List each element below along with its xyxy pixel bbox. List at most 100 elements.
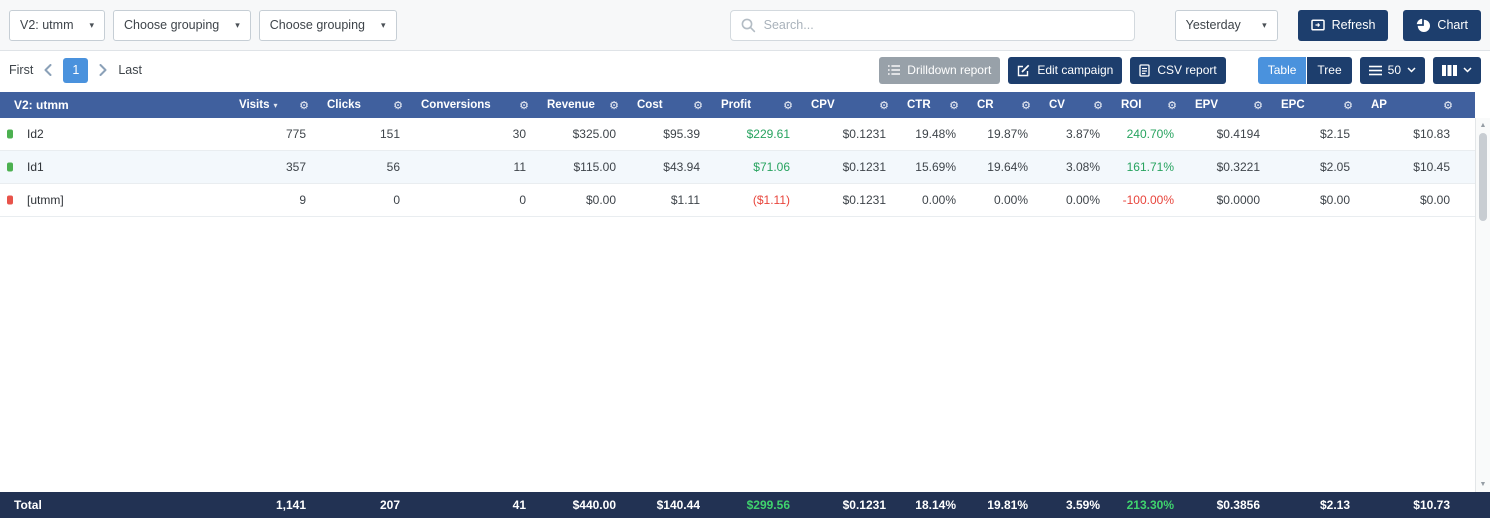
- pagination-first[interactable]: First: [9, 63, 34, 77]
- search-input[interactable]: [763, 18, 1124, 32]
- chart-button[interactable]: Chart: [1403, 9, 1481, 41]
- column-settings-gear-icon[interactable]: ⚙: [1093, 99, 1103, 112]
- cell-ctr: 19.48%: [915, 127, 956, 141]
- cell-epv: $0.0000: [1216, 193, 1260, 207]
- column-settings-gear-icon[interactable]: ⚙: [1343, 99, 1353, 112]
- tree-view-button[interactable]: Tree: [1307, 56, 1352, 84]
- column-header-ctr[interactable]: CTR ⚙: [907, 99, 959, 112]
- scrollbar-thumb[interactable]: [1479, 133, 1487, 221]
- cell-epc: $2.15: [1319, 127, 1350, 141]
- cell-ap: $10.45: [1413, 160, 1450, 174]
- total-clicks: 207: [379, 498, 400, 512]
- total-cost: $140.44: [656, 498, 700, 512]
- column-settings-gear-icon[interactable]: ⚙: [1443, 99, 1453, 112]
- column-settings-gear-icon[interactable]: ⚙: [879, 99, 889, 112]
- cell-conversions: 30: [512, 127, 526, 141]
- column-settings-gear-icon[interactable]: ⚙: [299, 99, 309, 112]
- pagination-last[interactable]: Last: [118, 63, 142, 77]
- total-revenue: $440.00: [572, 498, 616, 512]
- cell-epv: $0.3221: [1216, 160, 1260, 174]
- column-header-profit[interactable]: Profit ⚙: [721, 99, 793, 112]
- chevron-down-icon: [1407, 67, 1416, 73]
- column-settings-gear-icon[interactable]: ⚙: [783, 99, 793, 112]
- vertical-scrollbar[interactable]: ▲ ▼: [1475, 118, 1490, 492]
- csv-report-button[interactable]: CSV report: [1130, 56, 1226, 84]
- grouping-select-2[interactable]: Choose grouping ▾: [258, 9, 397, 41]
- scroll-down-icon[interactable]: ▼: [1479, 481, 1487, 488]
- cell-revenue: $115.00: [573, 160, 617, 174]
- total-cpv: $0.1231: [842, 498, 886, 512]
- refresh-icon: [1310, 19, 1325, 31]
- toolbar: V2: utmm ▾ Choose grouping ▾ Choose grou…: [0, 0, 1490, 51]
- pagination: First 1 Last: [9, 57, 142, 83]
- column-settings-gear-icon[interactable]: ⚙: [1253, 99, 1263, 112]
- cell-cr: 19.87%: [987, 127, 1028, 141]
- report-table: V2: utmm Visits ▾ ⚙ Clicks ⚙ Conversions …: [0, 92, 1490, 518]
- cell-roi: 240.70%: [1126, 127, 1174, 141]
- column-settings-gear-icon[interactable]: ⚙: [1167, 99, 1177, 112]
- column-header-cpv[interactable]: CPV ⚙: [811, 99, 889, 112]
- column-settings-gear-icon[interactable]: ⚙: [609, 99, 619, 112]
- column-settings-button[interactable]: [1433, 56, 1481, 84]
- chevron-down-icon: [1463, 67, 1472, 73]
- column-header-visits[interactable]: Visits ▾ ⚙: [239, 99, 309, 112]
- search-icon: [741, 18, 755, 32]
- edit-campaign-label: Edit campaign: [1037, 63, 1114, 77]
- column-header-revenue[interactable]: Revenue ⚙: [547, 99, 619, 112]
- chevron-right-icon[interactable]: [99, 64, 107, 76]
- chevron-down-icon: ▾: [235, 19, 240, 30]
- grouping-select-1-value: Choose grouping: [124, 18, 220, 32]
- row-name-cell[interactable]: [utmm]: [0, 184, 230, 216]
- column-header-cost[interactable]: Cost ⚙: [637, 99, 703, 112]
- row-filler: [1462, 118, 1475, 150]
- cell-visits: 775: [285, 127, 306, 141]
- cell-clicks: 56: [386, 160, 400, 174]
- rows-per-page-button[interactable]: 50: [1359, 56, 1425, 84]
- cell-epv: $0.4194: [1216, 127, 1260, 141]
- column-settings-gear-icon[interactable]: ⚙: [949, 99, 959, 112]
- total-row: Total 1,141 207 41 $440.00 $140.44 $299.…: [0, 492, 1490, 518]
- scroll-up-icon[interactable]: ▲: [1479, 122, 1487, 129]
- column-header-cr[interactable]: CR ⚙: [977, 99, 1031, 112]
- column-header-cv[interactable]: CV ⚙: [1049, 99, 1103, 112]
- edit-campaign-button[interactable]: Edit campaign: [1008, 56, 1123, 84]
- column-header-roi[interactable]: ROI ⚙: [1121, 99, 1177, 112]
- column-header-name[interactable]: V2: utmm: [0, 92, 230, 118]
- table-row[interactable]: Id1 357 56 11 $115.00 $43.94 $71.06 $0.1…: [0, 151, 1475, 184]
- chevron-down-icon: ▾: [381, 19, 386, 30]
- chevron-left-icon[interactable]: [44, 64, 52, 76]
- column-header-epc[interactable]: EPC ⚙: [1281, 99, 1353, 112]
- column-settings-gear-icon[interactable]: ⚙: [1021, 99, 1031, 112]
- total-profit: $299.56: [746, 498, 790, 512]
- row-name-cell[interactable]: Id2: [0, 118, 230, 150]
- total-visits: 1,141: [275, 498, 306, 512]
- date-range-select[interactable]: Yesterday ▾: [1174, 9, 1278, 41]
- table-row[interactable]: Id2 775 151 30 $325.00 $95.39 $229.61 $0…: [0, 118, 1475, 151]
- table-view-button[interactable]: Table: [1257, 56, 1307, 84]
- cell-conversions: 0: [519, 193, 526, 207]
- refresh-button[interactable]: Refresh: [1297, 9, 1389, 41]
- column-settings-gear-icon[interactable]: ⚙: [693, 99, 703, 112]
- column-settings-gear-icon[interactable]: ⚙: [393, 99, 403, 112]
- column-header-conversions[interactable]: Conversions ⚙: [421, 99, 529, 112]
- grouping-select-2-value: Choose grouping: [269, 18, 365, 32]
- grouping-select-1[interactable]: Choose grouping ▾: [113, 9, 251, 41]
- table-row[interactable]: [utmm] 9 0 0 $0.00 $1.11 ($1.11) $0.1231…: [0, 184, 1475, 217]
- column-header-epv[interactable]: EPV ⚙: [1195, 99, 1263, 112]
- drilldown-report-button[interactable]: Drilldown report: [879, 56, 1001, 84]
- total-epv: $0.3856: [1216, 498, 1260, 512]
- column-header-clicks[interactable]: Clicks ⚙: [327, 99, 403, 112]
- edit-icon: [1018, 64, 1030, 76]
- pie-chart-icon: [1417, 18, 1431, 32]
- cell-clicks: 151: [379, 127, 400, 141]
- pagination-page-1[interactable]: 1: [63, 57, 89, 83]
- column-settings-gear-icon[interactable]: ⚙: [519, 99, 529, 112]
- status-dot-green-icon: [7, 162, 13, 172]
- cell-ap: $0.00: [1419, 193, 1450, 207]
- column-header-name-label: V2: utmm: [14, 98, 69, 112]
- cell-profit: ($1.11): [752, 193, 790, 207]
- cell-cr: 0.00%: [993, 193, 1028, 207]
- campaign-select[interactable]: V2: utmm ▾: [9, 9, 106, 41]
- column-header-ap[interactable]: AP ⚙: [1371, 99, 1453, 112]
- row-name-cell[interactable]: Id1: [0, 151, 230, 183]
